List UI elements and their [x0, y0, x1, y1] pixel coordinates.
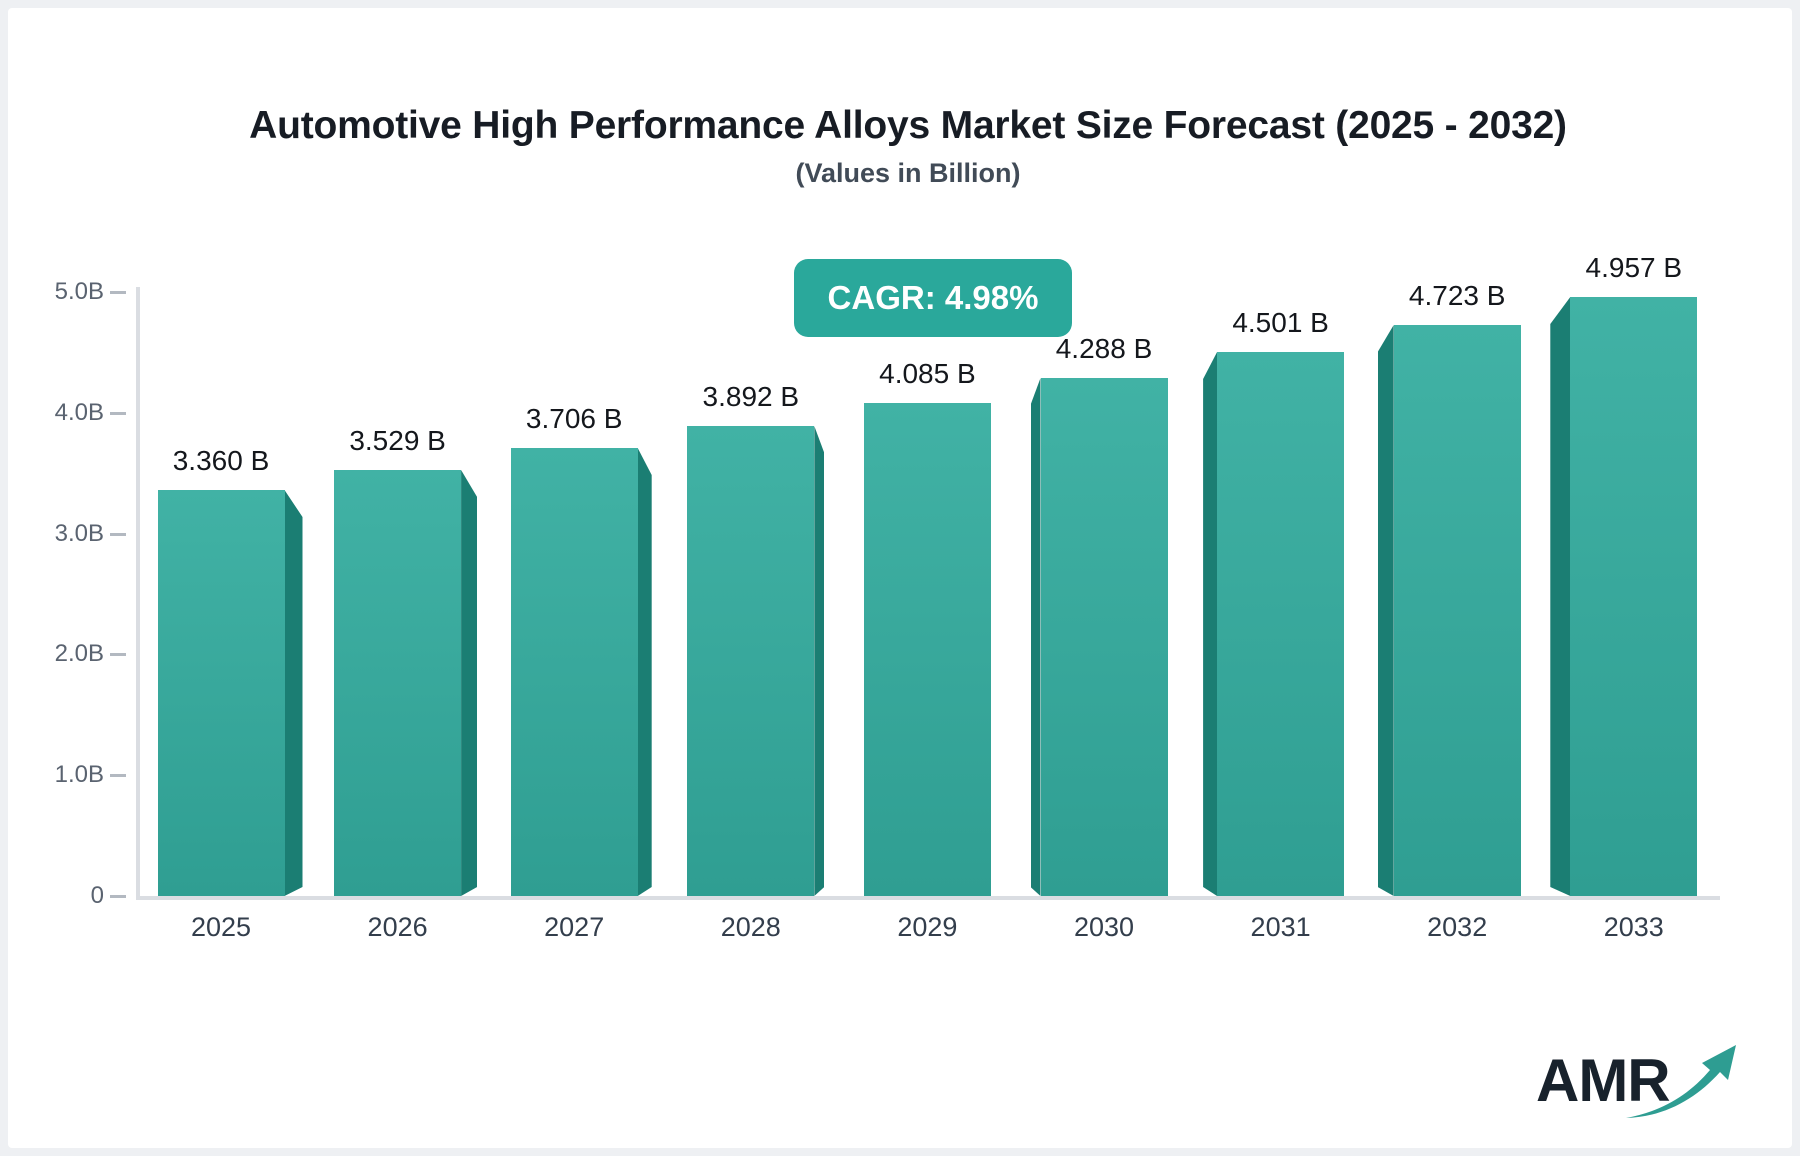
chart-card: Automotive High Performance Alloys Marke… [8, 8, 1792, 1148]
chart-title: Automotive High Performance Alloys Marke… [249, 104, 1567, 147]
y-tick-mark [110, 653, 126, 657]
bar-2028 [687, 426, 815, 896]
y-tick-mark [110, 532, 126, 536]
bar-2027 [510, 448, 638, 896]
bar-2033 [1570, 297, 1698, 896]
y-tick-mark [110, 411, 126, 415]
y-tick-mark [110, 291, 126, 294]
bar-2029 [863, 403, 991, 896]
x-tick-label-2025: 2025 [190, 912, 252, 942]
x-tick-label-2029: 2029 [897, 912, 958, 942]
x-tick-label-2033: 2033 [1603, 912, 1664, 942]
y-tick-mark [110, 774, 126, 778]
amr-logo: AMR [1536, 1038, 1746, 1130]
bar-2025 [157, 490, 285, 896]
bar-value-label-2031: 4.501 B [1232, 307, 1329, 338]
cagr-badge: CAGR: 4.98% [794, 259, 1072, 337]
y-axis-line [136, 287, 140, 900]
bar-value-label-2032: 4.723 B [1408, 280, 1506, 311]
bar-side-face-2026 [461, 470, 477, 896]
bar-2032 [1393, 325, 1521, 896]
bar-2031 [1217, 352, 1345, 896]
amr-logo-text: AMR [1536, 1047, 1671, 1114]
bar-value-label-2028: 3.892 B [702, 381, 800, 412]
bar-side-face-2028 [814, 426, 824, 896]
growth-arrow-icon [1626, 1045, 1736, 1118]
bar-value-label-2026: 3.529 B [349, 425, 446, 456]
bar-value-label-2027: 3.706 B [525, 403, 623, 434]
x-tick-label-2030: 2030 [1073, 912, 1135, 942]
x-tick-label-2031: 2031 [1250, 912, 1311, 942]
x-axis-baseline [136, 896, 1720, 900]
x-tick-label-2028: 2028 [720, 912, 781, 942]
y-tick-label-3.0B: 3.0B [54, 519, 104, 547]
y-tick-label-1.0B: 1.0B [54, 761, 104, 789]
y-tick-label-4.0B: 4.0B [54, 398, 104, 426]
bar-value-label-2033: 4.957 B [1585, 252, 1683, 283]
bar-2026 [334, 470, 462, 896]
y-tick-label-2.0B: 2.0B [54, 640, 104, 668]
bar-side-face-2030 [1031, 378, 1041, 896]
bar-value-label-2025: 3.360 B [172, 445, 270, 476]
chart-subtitle: (Values in Billion) [795, 158, 1021, 188]
bar-side-face-2031 [1203, 352, 1217, 896]
x-tick-label-2026: 2026 [367, 912, 428, 942]
y-tick-mark [110, 895, 126, 898]
bar-side-face-2027 [638, 448, 652, 896]
bar-value-label-2029: 4.085 B [879, 358, 976, 389]
x-tick-label-2032: 2032 [1427, 912, 1488, 942]
bar-side-face-2033 [1550, 297, 1570, 896]
bar-2030 [1040, 378, 1168, 896]
y-tick-label-5.0B: 5.0B [54, 278, 104, 305]
bar-side-face-2032 [1378, 325, 1394, 896]
y-tick-label-0: 0 [90, 882, 104, 909]
bar-value-label-2030: 4.288 B [1055, 333, 1153, 364]
bar-side-face-2025 [285, 490, 303, 896]
x-tick-label-2027: 2027 [544, 912, 605, 942]
